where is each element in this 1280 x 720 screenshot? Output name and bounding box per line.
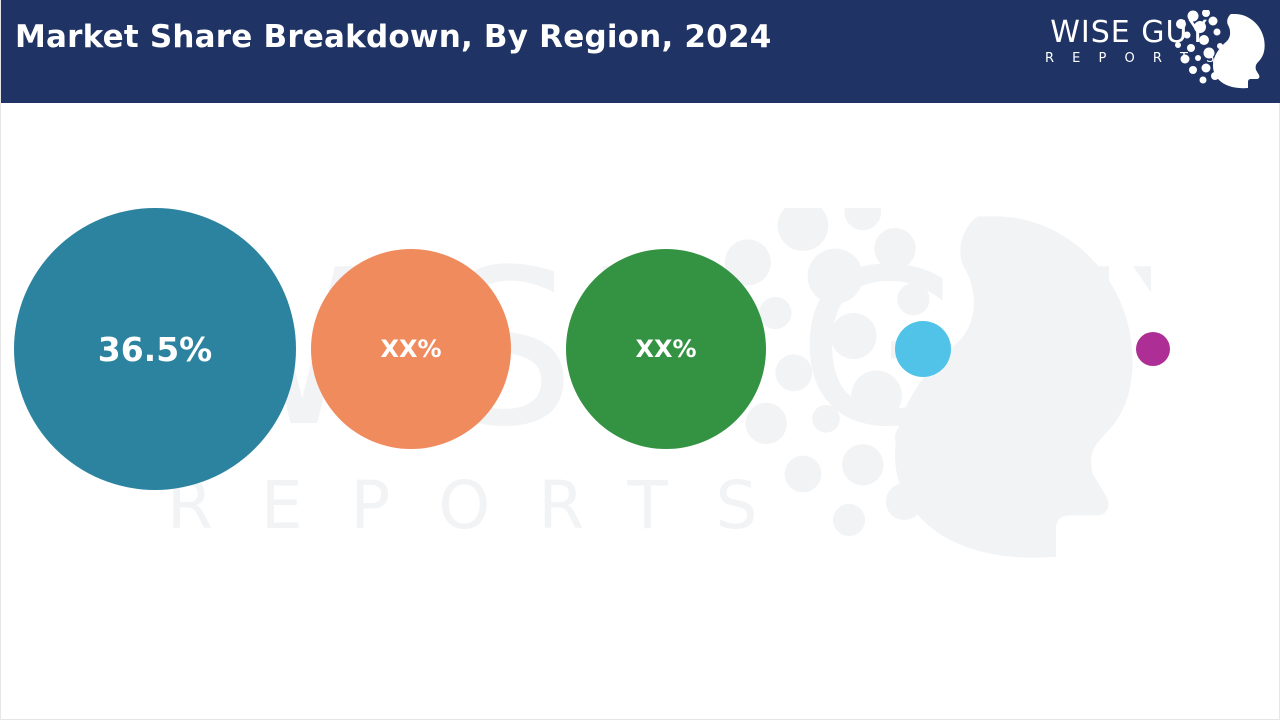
bubble-north-america[interactable]: 36.5% (14, 208, 296, 490)
bubble-apac[interactable]: XX% (566, 249, 766, 449)
svg-text:REPORTS: REPORTS (167, 467, 806, 544)
bubble-value-apac: XX% (635, 335, 697, 363)
chart-header: Market Share Breakdown, By Region, 2024 … (1, 0, 1280, 103)
brand-logo: WISE GUY R E P O R T S (1025, 6, 1273, 94)
bubble-south-america[interactable] (895, 321, 951, 377)
brand-logo-secondary: R E P O R T S (1045, 51, 1222, 66)
bubble-value-north-america: 36.5% (97, 329, 213, 369)
chart-plot-area: WISE GUY REPORTS (1, 103, 1280, 720)
bubble-mea[interactable] (1136, 332, 1170, 366)
bubble-europe[interactable]: XX% (311, 249, 511, 449)
bubble-value-europe: XX% (380, 335, 442, 363)
wise-guy-head-logo-icon (1175, 10, 1265, 89)
page-title: Market Share Breakdown, By Region, 2024 (15, 19, 772, 55)
